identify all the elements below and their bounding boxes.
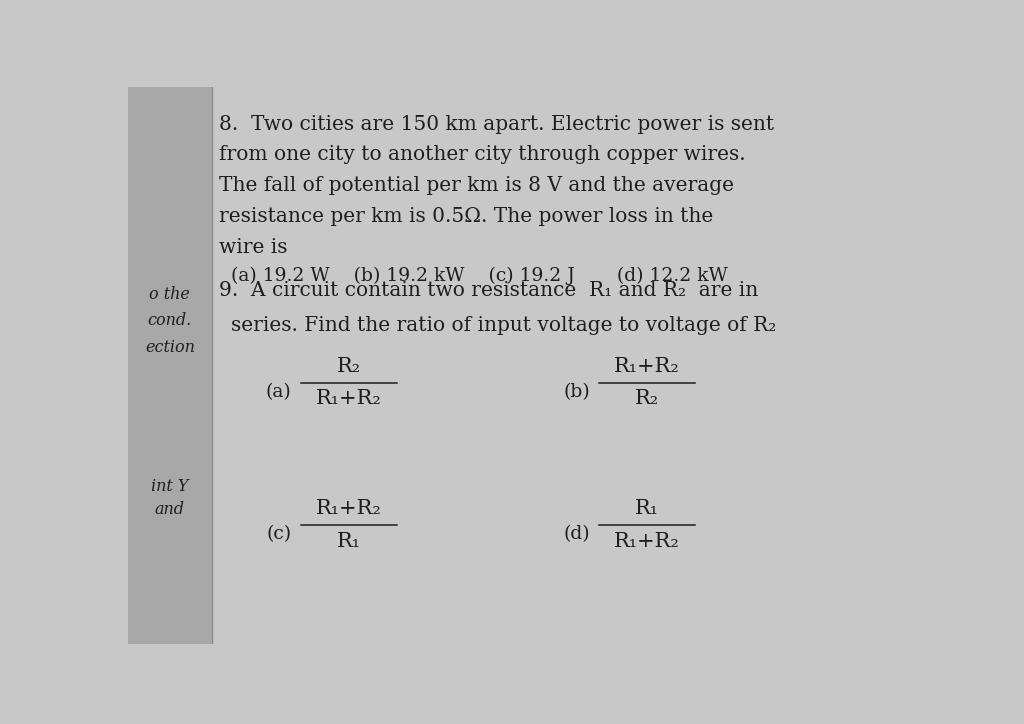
- Text: 9.  A circuit contain two resistance  R₁ and R₂  are in: 9. A circuit contain two resistance R₁ a…: [219, 281, 759, 300]
- Text: (d): (d): [563, 525, 590, 543]
- Text: R₁+R₂: R₁+R₂: [614, 357, 680, 376]
- Text: resistance per km is 0.5Ω. The power loss in the: resistance per km is 0.5Ω. The power los…: [219, 207, 714, 226]
- Text: (a) 19.2 W    (b) 19.2 kW    (c) 19.2 J       (d) 12.2 kW: (a) 19.2 W (b) 19.2 kW (c) 19.2 J (d) 12…: [231, 267, 728, 285]
- Text: (c): (c): [266, 525, 292, 543]
- Text: The fall of potential per km is 8 V and the average: The fall of potential per km is 8 V and …: [219, 176, 734, 195]
- Text: (a): (a): [266, 383, 292, 401]
- Text: R₁+R₂: R₁+R₂: [614, 531, 680, 551]
- Text: wire is: wire is: [219, 237, 288, 257]
- Bar: [128, 87, 212, 644]
- Text: series. Find the ratio of input voltage to voltage of R₂: series. Find the ratio of input voltage …: [231, 316, 776, 334]
- Text: ection: ection: [145, 340, 195, 356]
- Text: R₁: R₁: [337, 531, 360, 551]
- Text: R₁+R₂: R₁+R₂: [316, 500, 382, 518]
- Text: int Y: int Y: [152, 478, 188, 495]
- Text: R₂: R₂: [635, 390, 659, 408]
- Text: R₁: R₁: [635, 500, 659, 518]
- Text: R₁+R₂: R₁+R₂: [316, 390, 382, 408]
- Text: 8.  Two cities are 150 km apart. Electric power is sent: 8. Two cities are 150 km apart. Electric…: [219, 114, 774, 134]
- Text: cond.: cond.: [147, 313, 191, 329]
- Text: from one city to another city through copper wires.: from one city to another city through co…: [219, 146, 746, 164]
- Text: o the: o the: [150, 285, 190, 303]
- Text: R₂: R₂: [337, 357, 361, 376]
- Text: (b): (b): [563, 383, 590, 401]
- Text: and: and: [155, 501, 185, 518]
